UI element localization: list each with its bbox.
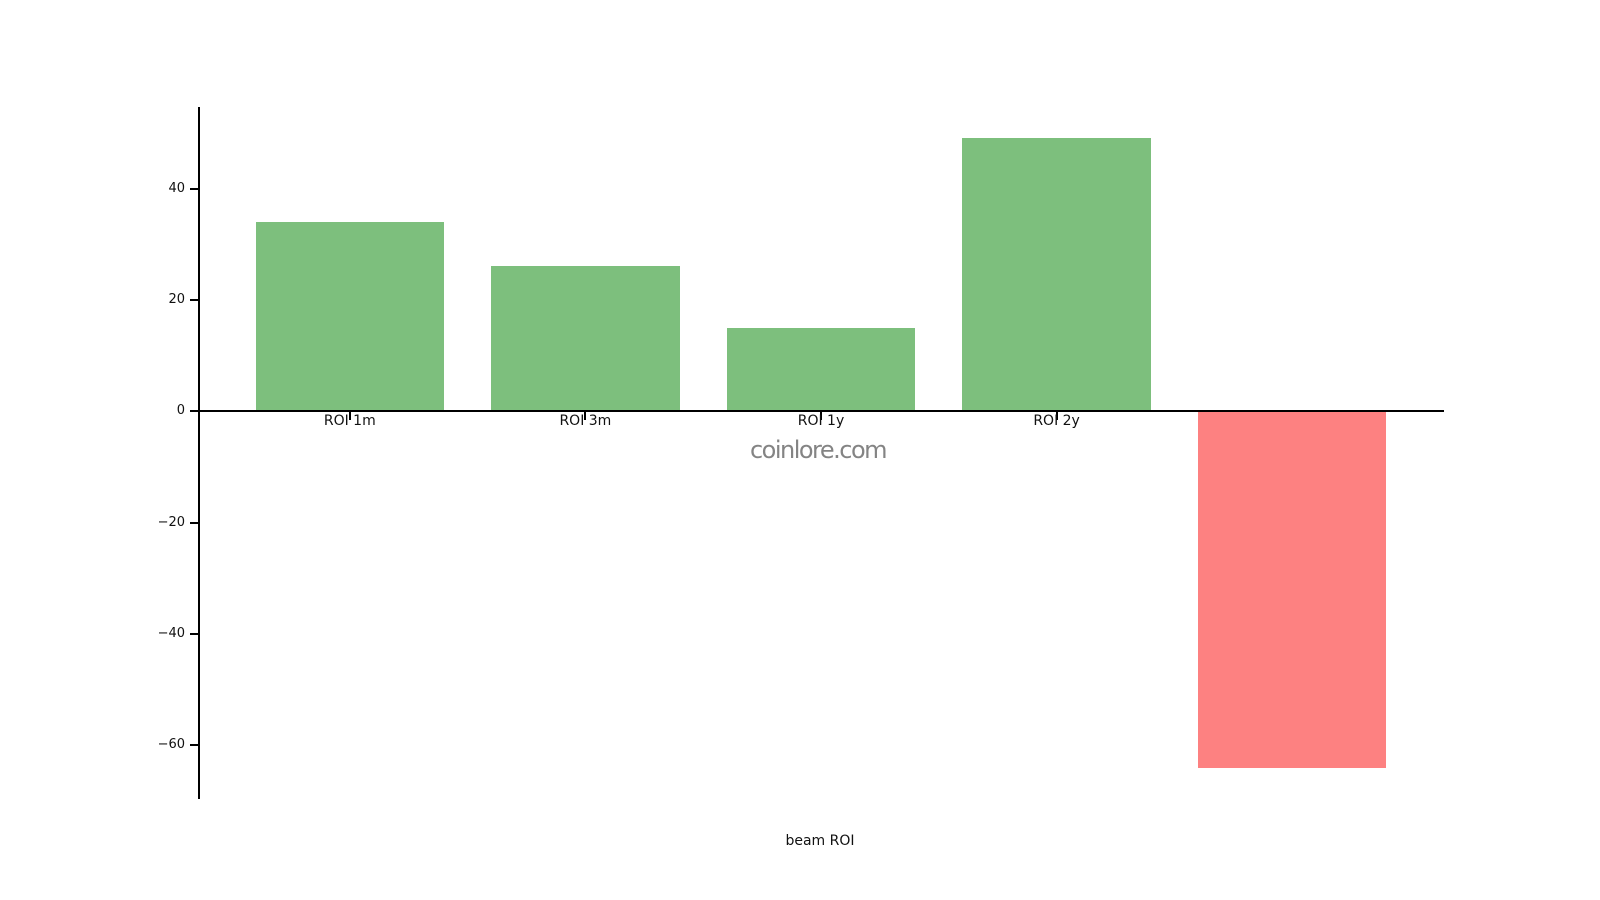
watermark: coinlore.com	[749, 436, 888, 464]
y-tick-label: 40	[168, 180, 185, 196]
x-tick-label: ROI 1y	[797, 413, 845, 430]
y-tick	[190, 521, 198, 524]
y-tick-label: 20	[168, 291, 185, 307]
x-tick	[348, 412, 351, 421]
y-tick	[190, 410, 198, 413]
x-tick	[584, 412, 587, 421]
bar-roi-2y	[962, 138, 1151, 412]
x-axis-title: beam ROI	[785, 833, 855, 849]
y-axis-spine	[198, 107, 200, 799]
y-tick	[190, 187, 198, 190]
bar-roi-1y	[726, 327, 916, 412]
y-tick	[190, 744, 198, 747]
x-tick-label: ROI 3m	[559, 413, 612, 430]
y-tick-label: −20	[157, 514, 185, 530]
bar-roi-3m	[491, 266, 680, 412]
bar-negative	[1197, 411, 1387, 768]
y-tick-label: −60	[157, 737, 185, 753]
y-tick-label: 0	[176, 403, 185, 419]
y-tick	[190, 298, 198, 301]
y-tick-label: −40	[157, 625, 185, 641]
x-tick	[1055, 412, 1058, 421]
x-tick-label: ROI 1m	[323, 413, 376, 430]
bar-roi-1m	[255, 221, 445, 412]
x-axis-zero-line	[198, 410, 1444, 413]
x-tick	[820, 412, 822, 421]
y-tick	[190, 632, 198, 635]
x-tick-label: ROI 2y	[1033, 413, 1080, 430]
